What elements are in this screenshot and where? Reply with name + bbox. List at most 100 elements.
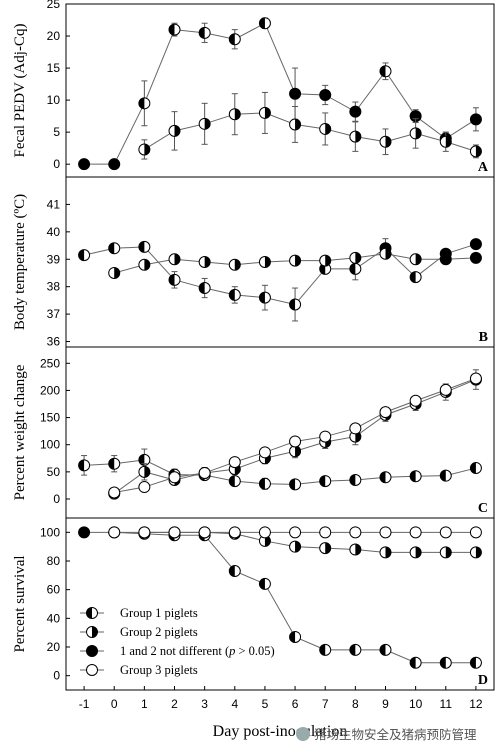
data-point (108, 242, 121, 255)
wechat-icon (296, 726, 310, 741)
y-tick-label: 100 (40, 438, 60, 452)
data-point (138, 481, 151, 494)
series-group-3-piglets (108, 526, 482, 539)
data-point (289, 298, 302, 311)
data-point (228, 288, 241, 301)
data-point (349, 474, 362, 486)
x-tick-label: 1 (141, 697, 148, 711)
data-point (258, 477, 271, 490)
data-point-fill (229, 565, 235, 577)
data-point-fill (440, 470, 446, 482)
panel-c: 0 50 100 150 200 250 Percent weight change C (12, 346, 495, 519)
y-tick-label: 25 (47, 0, 61, 11)
data-point-fill (259, 578, 265, 590)
y-tick-label: 200 (40, 383, 60, 397)
y-tick-label: 50 (47, 465, 61, 479)
data-point (439, 135, 452, 148)
x-tick-label: 7 (322, 697, 329, 711)
y-tick-label: 15 (47, 61, 61, 75)
y-tick-label: 0 (53, 157, 60, 171)
data-point-fill (169, 274, 175, 286)
data-point (469, 238, 482, 251)
series-line (83, 243, 477, 306)
data-point (349, 262, 362, 275)
x-tick-label: -1 (79, 697, 90, 711)
data-point-fill (385, 248, 391, 260)
data-point-fill (259, 478, 265, 490)
data-point (319, 88, 332, 101)
x-tick-label: 11 (440, 697, 453, 711)
y-tick-label: 250 (40, 356, 60, 370)
data-point-fill (234, 108, 241, 120)
data-point-fill (108, 242, 115, 254)
series-group-2-piglets (108, 247, 482, 279)
data-point-fill (229, 289, 235, 301)
x-tick-label: 10 (409, 697, 423, 711)
data-point-fill (204, 118, 211, 130)
data-point-fill (319, 475, 326, 487)
data-point (258, 526, 271, 539)
x-tick-label: 0 (111, 697, 118, 711)
data-point (379, 247, 392, 260)
data-point (469, 251, 482, 264)
y-tick-label: 80 (47, 554, 61, 568)
data-point-fill (325, 542, 331, 554)
data-point (198, 466, 211, 479)
data-point-fill (199, 27, 205, 39)
data-point (379, 65, 392, 78)
legend-label: 1 and 2 not different (p > 0.05) (120, 644, 275, 658)
data-point (349, 251, 362, 264)
data-point (228, 565, 241, 578)
y-tick-label: 40 (47, 611, 61, 625)
data-point-fill (445, 136, 452, 148)
data-point (319, 542, 332, 555)
data-point-fill (319, 644, 326, 656)
data-point-fill (199, 282, 205, 294)
data-point-fill (295, 255, 301, 267)
x-tick-label: 2 (171, 697, 178, 711)
data-point-fill (114, 267, 120, 279)
data-point-fill (410, 657, 416, 669)
data-point (108, 266, 121, 279)
data-point (168, 526, 181, 539)
y-tick-label: 150 (40, 411, 60, 425)
data-point-fill (289, 299, 296, 311)
data-point (469, 526, 482, 539)
y-tick-label: 5 (53, 125, 60, 139)
plot-frame (65, 517, 495, 691)
data-point-fill (349, 263, 356, 275)
data-point (228, 456, 241, 469)
data-point-fill (379, 471, 386, 483)
data-point (198, 26, 211, 39)
data-point (198, 256, 211, 268)
data-point-fill (289, 631, 296, 643)
data-point (439, 253, 452, 266)
data-point (198, 117, 211, 130)
data-point-fill (229, 33, 235, 45)
data-point (168, 273, 181, 286)
data-point (319, 643, 332, 656)
data-point-fill (138, 97, 145, 109)
data-point (409, 526, 422, 539)
x-tick-label: 6 (292, 697, 299, 711)
data-point (289, 478, 302, 491)
data-point (319, 475, 332, 488)
data-point (409, 470, 422, 483)
data-point (289, 540, 302, 553)
data-point (379, 526, 392, 539)
data-point-fill (385, 136, 391, 148)
plot-frame (65, 3, 495, 178)
y-tick-label: 10 (47, 93, 61, 107)
data-point (198, 526, 211, 539)
data-point-fill (410, 271, 416, 283)
data-point (258, 291, 271, 304)
data-point (108, 486, 121, 499)
y-tick-label: 20 (47, 29, 61, 43)
panel-letter: B (479, 330, 488, 345)
data-point-fill (259, 17, 265, 29)
legend-marker (86, 607, 98, 619)
data-point (168, 471, 181, 484)
data-point (258, 577, 271, 590)
data-point (469, 656, 482, 669)
